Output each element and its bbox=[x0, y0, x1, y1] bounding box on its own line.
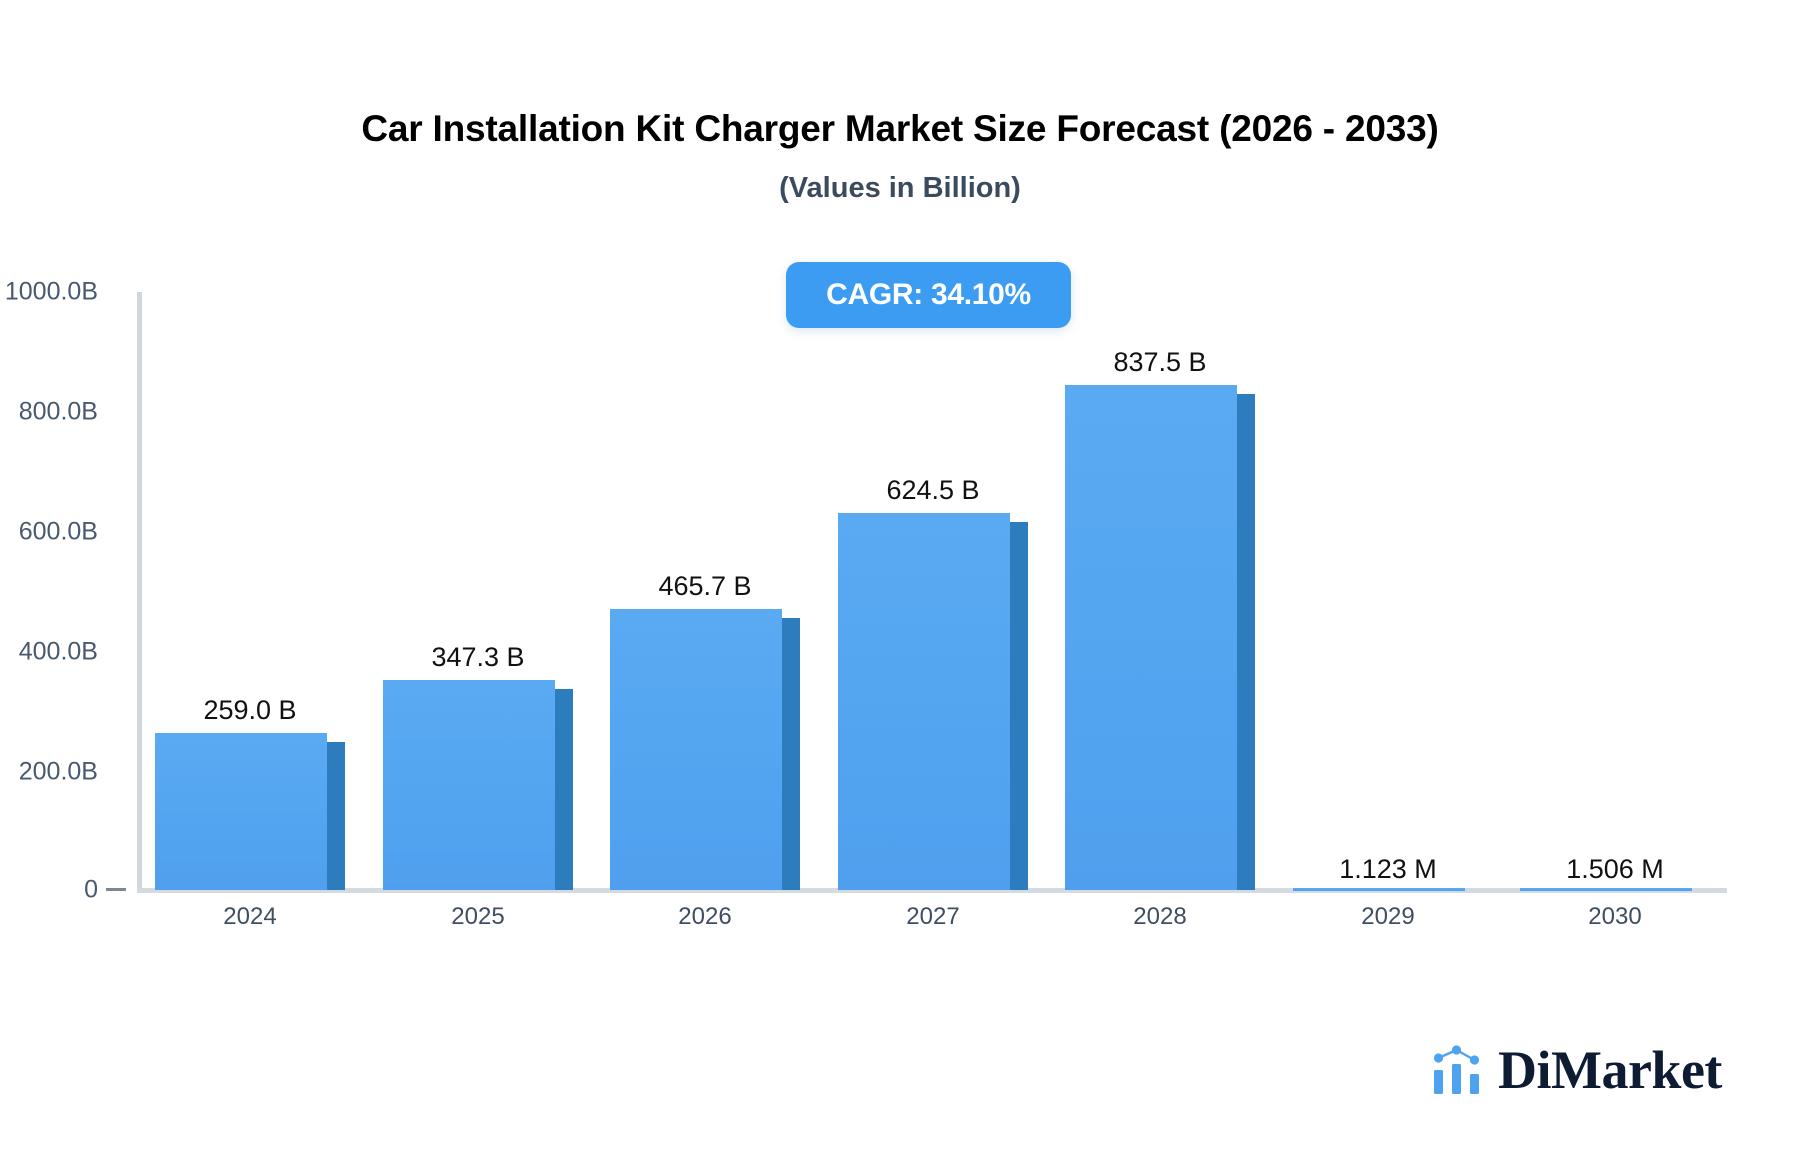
x-axis-tick-label-2028: 2028 bbox=[1133, 903, 1187, 930]
x-axis-tick-label-2029: 2029 bbox=[1361, 903, 1415, 930]
y-axis-tick-label: 200.0B bbox=[18, 757, 98, 786]
bar-front-face bbox=[155, 733, 327, 890]
bar-value-2026: 465.7 B bbox=[658, 571, 752, 601]
x-axis-tick-label-2027: 2027 bbox=[906, 903, 960, 930]
x-axis-tick-label-2024: 2024 bbox=[223, 903, 277, 930]
bar-front-face bbox=[838, 513, 1010, 890]
x-axis-line bbox=[137, 888, 1727, 893]
bar-value-2024: 259.0 B bbox=[203, 695, 297, 725]
bar-side-face bbox=[555, 689, 573, 890]
page-title: Car Installation Kit Charger Market Size… bbox=[361, 108, 1439, 149]
bar-value-2029: 1.123 M bbox=[1339, 854, 1437, 884]
y-axis-tick-label: 800.0B bbox=[18, 397, 98, 426]
logo-wordmark: DiMarket bbox=[1498, 1040, 1722, 1100]
page-subtitle: (Values in Billion) bbox=[779, 172, 1021, 204]
x-axis-tick-label-2030: 2030 bbox=[1588, 903, 1642, 930]
bar-2027[interactable] bbox=[838, 513, 1028, 890]
bar-2030[interactable] bbox=[1520, 888, 1710, 891]
x-axis-tick-label-2026: 2026 bbox=[678, 903, 732, 930]
y-axis-tick-label: 0 bbox=[84, 875, 98, 904]
bar-side-face bbox=[782, 618, 800, 890]
cagr-badge: CAGR: 34.10% bbox=[786, 262, 1071, 328]
bar-front-face bbox=[610, 609, 782, 890]
bar-front-face bbox=[1293, 888, 1465, 891]
bar-value-2025: 347.3 B bbox=[431, 642, 525, 672]
y-axis-tick-label: 400.0B bbox=[18, 637, 98, 666]
y-axis-tick-label: 1000.0B bbox=[4, 277, 98, 306]
bar-2025[interactable] bbox=[383, 680, 573, 890]
bar-chart-trendline-icon bbox=[1433, 1045, 1480, 1094]
y-axis-line bbox=[137, 292, 142, 892]
cagr-badge-label: CAGR: 34.10% bbox=[826, 278, 1031, 311]
bar-side-face bbox=[1237, 394, 1255, 890]
bar-2028[interactable] bbox=[1065, 385, 1255, 890]
bar-2026[interactable] bbox=[610, 609, 800, 890]
bar-front-face bbox=[383, 680, 555, 890]
x-axis-tick-label-2025: 2025 bbox=[451, 903, 505, 930]
bar-front-face bbox=[1065, 385, 1237, 890]
bar-side-face bbox=[327, 742, 345, 890]
bar-value-2027: 624.5 B bbox=[886, 475, 980, 505]
y-axis-tick-label: 600.0B bbox=[18, 517, 98, 546]
dimarket-logo: DiMarket bbox=[1432, 1043, 1722, 1097]
bar-2029[interactable] bbox=[1293, 888, 1483, 891]
bar-2024[interactable] bbox=[155, 733, 345, 890]
bar-side-face bbox=[1010, 522, 1028, 890]
bar-value-2030: 1.506 M bbox=[1566, 854, 1664, 884]
bar-value-2028: 837.5 B bbox=[1113, 347, 1207, 377]
y-axis-zero-tick bbox=[106, 888, 126, 891]
bar-front-face bbox=[1520, 888, 1692, 891]
